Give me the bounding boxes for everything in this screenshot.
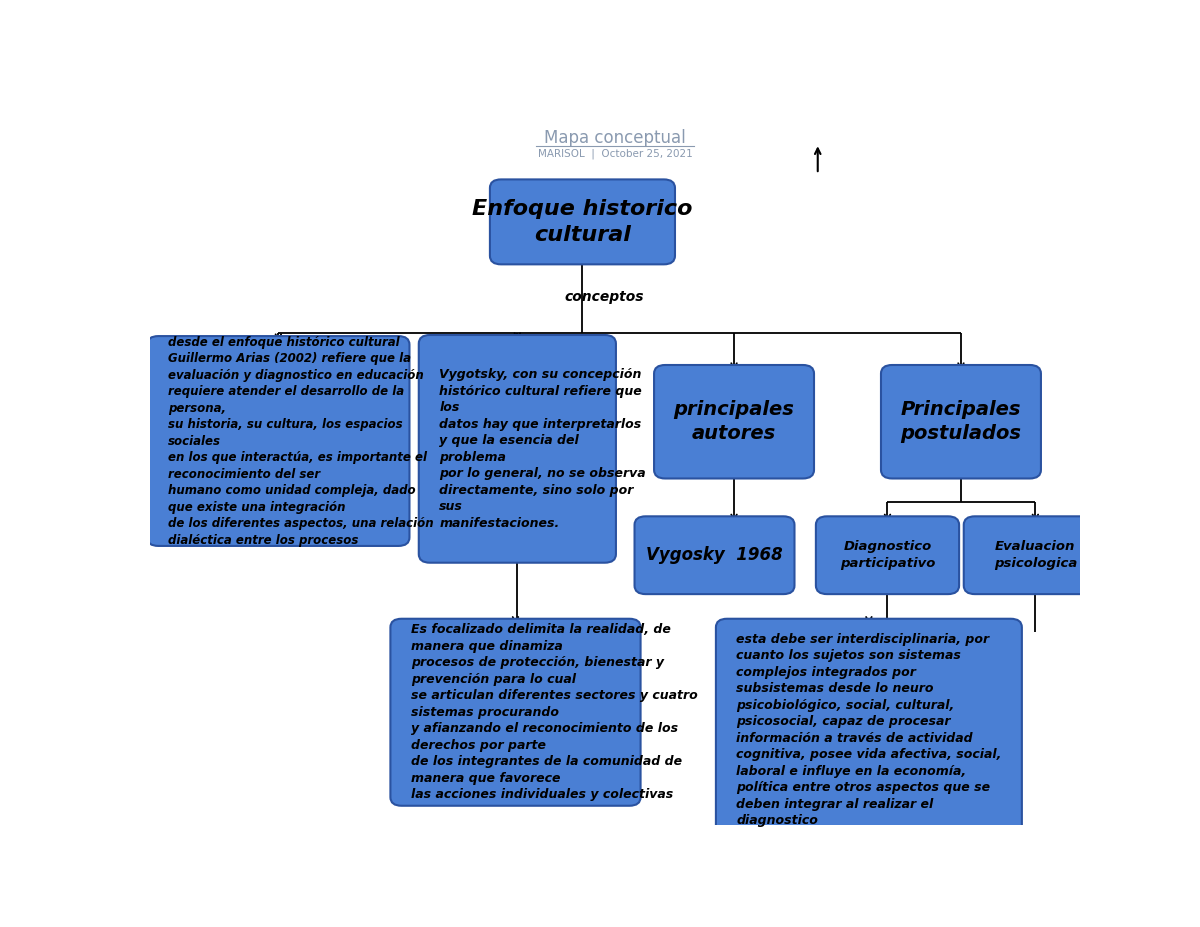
Text: esta debe ser interdisciplinaria, por
cuanto los sujetos son sistemas
complejos : esta debe ser interdisciplinaria, por cu… (737, 633, 1002, 827)
FancyBboxPatch shape (635, 516, 794, 594)
Text: Vygotsky, con su concepción
histórico cultural refiere que
los
datos hay que int: Vygotsky, con su concepción histórico cu… (439, 368, 646, 529)
Text: Mapa conceptual: Mapa conceptual (544, 130, 686, 147)
Text: Diagnostico
participativo: Diagnostico participativo (840, 540, 935, 570)
Text: Vygosky  1968: Vygosky 1968 (646, 546, 782, 565)
FancyBboxPatch shape (148, 337, 409, 546)
Text: Evaluacion
psicologica: Evaluacion psicologica (994, 540, 1078, 570)
FancyBboxPatch shape (881, 365, 1040, 478)
Text: principales
autores: principales autores (673, 400, 794, 443)
FancyBboxPatch shape (716, 618, 1022, 842)
Text: conceptos: conceptos (564, 290, 643, 304)
Text: Es focalizado delimita la realidad, de
manera que dinamiza
procesos de protecció: Es focalizado delimita la realidad, de m… (410, 623, 697, 801)
Text: MARISOL  |  October 25, 2021: MARISOL | October 25, 2021 (538, 149, 692, 159)
FancyBboxPatch shape (390, 618, 641, 806)
FancyBboxPatch shape (490, 180, 674, 264)
FancyBboxPatch shape (419, 335, 616, 563)
Text: desde el enfoque histórico cultural
Guillermo Arias (2002) refiere que la
evalua: desde el enfoque histórico cultural Guil… (168, 336, 433, 547)
FancyBboxPatch shape (816, 516, 959, 594)
FancyBboxPatch shape (654, 365, 814, 478)
Text: Principales
postulados: Principales postulados (900, 400, 1021, 443)
Text: Enfoque historico
cultural: Enfoque historico cultural (473, 199, 692, 245)
FancyBboxPatch shape (964, 516, 1106, 594)
